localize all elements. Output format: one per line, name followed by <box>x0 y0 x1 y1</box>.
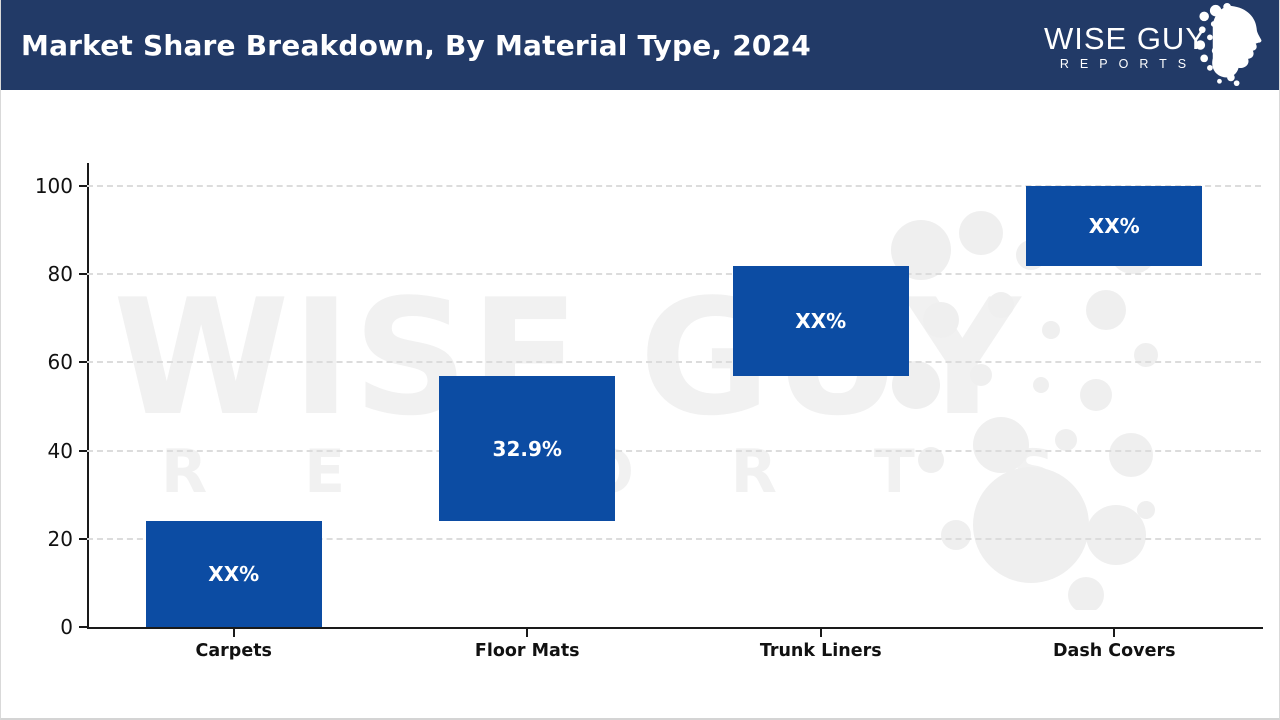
x-tick-mark-trunk-liners <box>819 629 822 637</box>
y-tick-label-100: 100 <box>34 174 73 198</box>
y-tick-label-60: 60 <box>47 350 73 375</box>
bar-value-label-carpets: XX% <box>208 562 260 587</box>
x-tick-mark-carpets <box>232 629 235 637</box>
bar-value-label-floor-mats: 32.9% <box>492 436 562 461</box>
x-category-label-dash-covers: Dash Covers <box>1053 641 1176 661</box>
bar-value-label-dash-covers: XX% <box>1088 213 1140 238</box>
y-tick-label-0: 0 <box>60 615 73 639</box>
brand-logo: WISE GUY REPORTS <box>1044 3 1265 87</box>
gridline-60 <box>87 361 1261 364</box>
bar-value-label-trunk-liners: XX% <box>795 308 847 333</box>
bar-carpets: XX% <box>145 521 322 627</box>
bar-trunk-liners: XX% <box>732 265 909 377</box>
chart-title: Market Share Breakdown, By Material Type… <box>21 28 811 62</box>
x-category-label-trunk-liners: Trunk Liners <box>759 641 882 661</box>
header: Market Share Breakdown, By Material Type… <box>1 0 1279 90</box>
brand-subtitle: REPORTS <box>1059 57 1198 71</box>
gridline-100 <box>87 185 1261 187</box>
y-tick-label-20: 20 <box>47 526 73 551</box>
y-tick-label-40: 40 <box>47 438 73 463</box>
y-axis-line <box>87 163 89 629</box>
y-tick-mark-20 <box>79 537 87 540</box>
y-tick-mark-60 <box>79 361 87 364</box>
y-tick-mark-80 <box>79 273 87 276</box>
gridline-20 <box>87 537 1261 540</box>
brand-text: WISE GUY REPORTS <box>1044 23 1207 71</box>
x-category-label-floor-mats: Floor Mats <box>474 641 580 661</box>
bar-dash-covers: XX% <box>1026 186 1203 266</box>
logo-face-icon <box>1195 3 1262 87</box>
bar-floor-mats: 32.9% <box>439 376 616 522</box>
x-axis-line <box>87 627 1263 629</box>
y-tick-mark-0 <box>79 626 87 628</box>
brand-name: WISE GUY <box>1043 21 1207 56</box>
x-tick-mark-dash-covers <box>1113 629 1116 637</box>
gridline-80 <box>87 273 1261 276</box>
y-tick-label-80: 80 <box>47 262 73 287</box>
gridline-40 <box>87 449 1261 452</box>
x-category-label-carpets: Carpets <box>195 641 272 661</box>
x-tick-mark-floor-mats <box>526 629 529 637</box>
y-tick-mark-100 <box>79 185 87 187</box>
y-tick-mark-40 <box>79 449 87 452</box>
